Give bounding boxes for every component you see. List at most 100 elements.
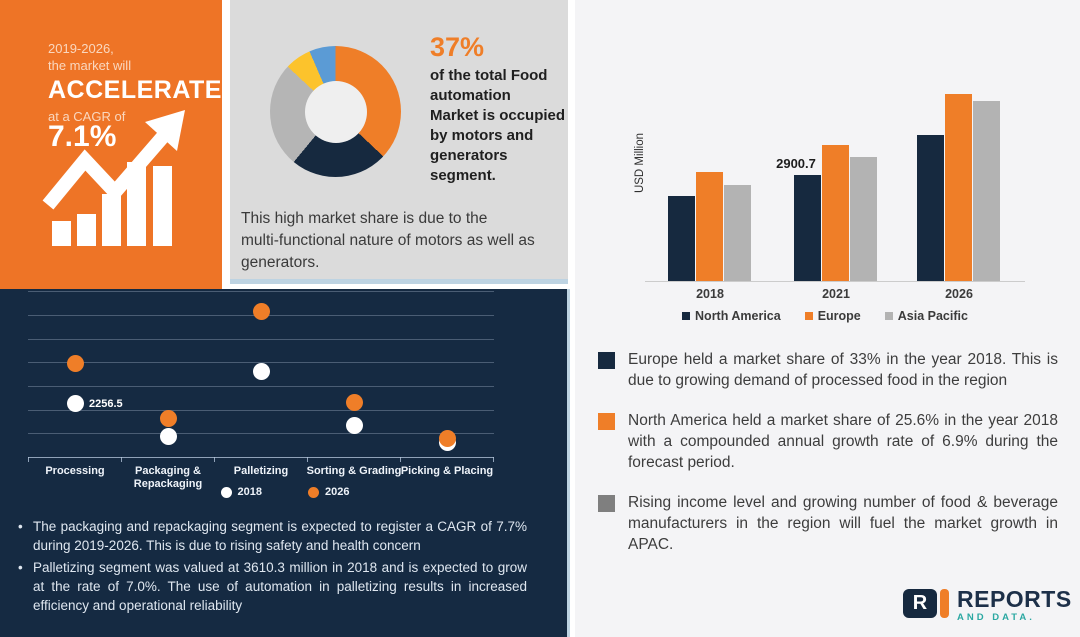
dot-plot-panel: 2256.5 Processing Packaging & Repackaging P… xyxy=(0,289,570,637)
region-bullet-text: Europe held a market share of 33% in the… xyxy=(628,351,1058,389)
legend-swatch xyxy=(220,486,232,498)
growth-chart-icon xyxy=(42,110,185,246)
segment-dot-plot-chart: 2256.5 Processing Packaging & Repackaging P… xyxy=(0,289,570,519)
gridline xyxy=(28,433,494,435)
period-label: 2019-2026, xyxy=(48,41,114,56)
y-axis-label: USD Million xyxy=(634,132,646,194)
segment-donut xyxy=(270,46,401,177)
stat-line: of the total Food xyxy=(430,67,548,84)
bar-asia-pacific-2026 xyxy=(973,101,1000,281)
bar-asia-pacific-2018 xyxy=(724,185,751,281)
note-line: generators. xyxy=(241,254,320,271)
dot-2026-picking-placing xyxy=(438,429,456,447)
logo-subtitle: AND DATA. xyxy=(957,612,1035,623)
logo-r-icon: R xyxy=(903,589,937,618)
category-axis-line xyxy=(28,457,494,458)
segment-bullet-list: The packaging and repackaging segment is… xyxy=(16,517,527,618)
dot-2018-packaging-repackaging xyxy=(159,428,177,446)
bar-data-label: 2900.7 xyxy=(776,156,816,172)
legend-swatch xyxy=(804,312,813,320)
bar-north-america-2018 xyxy=(668,195,695,281)
axis-tick xyxy=(121,457,122,462)
dot-2026-sorting-grading xyxy=(345,394,363,412)
legend-swatch xyxy=(884,312,893,320)
region-bullet-north-america: North America held a market share of 25.… xyxy=(598,410,1058,473)
donut-hole xyxy=(304,80,367,143)
bar-europe-2021 xyxy=(822,145,849,281)
gridline xyxy=(28,291,494,293)
stat-value: 37% xyxy=(430,32,485,62)
dot-2018-palletizing xyxy=(252,363,270,381)
segment-bullet: The packaging and repackaging segment is… xyxy=(16,517,527,555)
market-will-label: the market will xyxy=(48,58,132,73)
x-axis-line xyxy=(645,281,1025,282)
stat-line: segment. xyxy=(430,167,496,184)
gridline xyxy=(28,409,494,411)
gridline xyxy=(28,385,494,387)
legend-item-2018: 2018 xyxy=(220,486,262,498)
donut-panel: 37% of the total Food automation Market … xyxy=(230,0,568,284)
x-tick-label: 2021 xyxy=(822,287,850,301)
stat-line: Market is occupied xyxy=(430,107,566,124)
dot-2026-palletizing xyxy=(252,302,270,320)
accelerate-headline: ACCELERATE xyxy=(48,76,222,104)
gridline xyxy=(28,362,494,364)
legend-label: 2018 xyxy=(237,486,262,498)
logo-mark-icon: R xyxy=(903,589,949,618)
gridline xyxy=(28,338,494,340)
region-bullet-list: Europe held a market share of 33% in the… xyxy=(598,349,1058,574)
axis-tick xyxy=(28,457,29,462)
legend-item-europe: Europe xyxy=(804,309,861,323)
reports-and-data-logo: R REPORTS AND DATA. xyxy=(903,587,1072,623)
region-bullet-text: North America held a market share of 25.… xyxy=(628,412,1058,471)
category-label: Palletizing xyxy=(233,465,289,477)
dot-data-label: 2256.5 xyxy=(89,397,123,410)
logo-bar-icon xyxy=(940,589,949,618)
bar-asia-pacific-2021 xyxy=(850,156,877,281)
legend-item-2026: 2026 xyxy=(308,486,349,498)
bar-north-america-2021 xyxy=(794,175,821,281)
axis-tick xyxy=(307,457,308,462)
x-tick-label: 2018 xyxy=(696,287,724,301)
cagr-intro-label: at a CAGR of xyxy=(48,109,126,124)
legend-label: 2026 xyxy=(325,486,350,498)
note-line: multi-functional nature of motors as wel… xyxy=(241,232,535,249)
stat-text: of the total Food automation Market is o… xyxy=(430,66,570,186)
bar-europe-2026 xyxy=(945,94,972,281)
axis-tick xyxy=(214,457,215,462)
apac-swatch xyxy=(598,495,615,512)
category-label: Picking & Placing xyxy=(400,465,494,477)
legend-item-asia-pacific: Asia Pacific xyxy=(884,309,968,323)
region-bullet-text: Rising income level and growing number o… xyxy=(628,494,1058,553)
bar-europe-2018 xyxy=(696,171,723,281)
axis-tick xyxy=(493,457,494,462)
regional-bar-chart: USD Million 2018 2021 2026 2900.7 North Ameri… xyxy=(585,60,1065,335)
legend-label: Asia Pacific xyxy=(897,309,968,323)
segment-bullet: Palletizing segment was valued at 3610.3… xyxy=(16,558,527,615)
legend-item-north-america: North America xyxy=(682,309,781,323)
dot-legend: 2018 2026 xyxy=(0,486,570,498)
legend-swatch xyxy=(682,312,691,320)
north-america-swatch xyxy=(598,413,615,430)
legend-label: North America xyxy=(695,309,781,323)
dot-2018-sorting-grading xyxy=(345,416,363,434)
legend-label: Europe xyxy=(817,309,861,323)
note-line: This high market share is due to the xyxy=(241,210,488,227)
dot-2026-packaging-repackaging xyxy=(159,409,177,427)
category-label: Packaging & Repackaging xyxy=(133,465,203,490)
region-bullet-europe: Europe held a market share of 33% in the… xyxy=(598,349,1058,391)
category-label: Sorting & Grading xyxy=(306,465,402,477)
logo-name: REPORTS xyxy=(957,586,1072,612)
legend-swatch xyxy=(308,486,319,498)
bar-legend: North America Europe Asia Pacific xyxy=(585,309,1065,323)
donut-note: This high market share is due to the mul… xyxy=(241,208,561,274)
dot-2026-processing xyxy=(66,355,84,372)
region-bullet-apac: Rising income level and growing number o… xyxy=(598,492,1058,555)
x-tick-label: 2026 xyxy=(945,287,973,301)
category-label: Processing xyxy=(45,465,105,477)
bar-north-america-2026 xyxy=(917,135,944,281)
europe-swatch xyxy=(598,352,615,369)
axis-tick xyxy=(400,457,401,462)
stat-line: by motors and xyxy=(430,127,534,144)
stat-line: automation xyxy=(430,87,511,104)
